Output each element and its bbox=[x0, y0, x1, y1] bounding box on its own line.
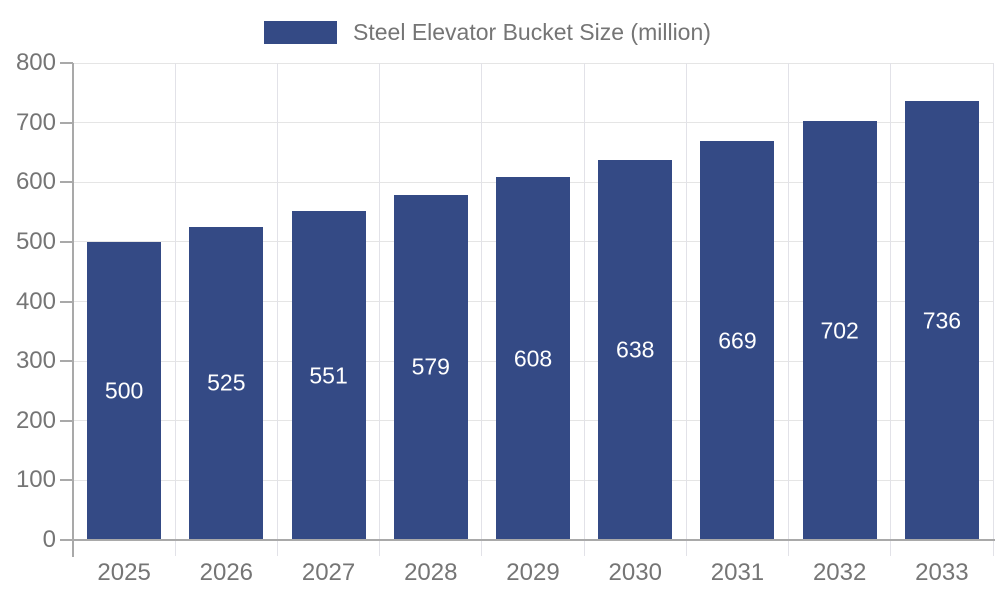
x-tick-mark bbox=[992, 540, 994, 556]
v-gridline bbox=[685, 63, 687, 540]
x-tick-mark bbox=[481, 540, 483, 556]
bar-value-label: 702 bbox=[820, 317, 859, 344]
x-tick-mark bbox=[685, 540, 687, 556]
x-tick-label: 2031 bbox=[710, 559, 765, 586]
bar-value-label: 500 bbox=[104, 377, 144, 404]
y-tick-label: 400 bbox=[15, 287, 56, 315]
x-tick-mark bbox=[583, 540, 585, 556]
y-tick-mark bbox=[60, 479, 73, 482]
y-tick-mark bbox=[60, 240, 73, 243]
x-tick-label: 2028 bbox=[404, 559, 458, 586]
v-gridline bbox=[788, 63, 790, 540]
y-tick-mark bbox=[60, 62, 73, 64]
x-tick-label: 2033 bbox=[915, 559, 969, 586]
v-gridline bbox=[276, 63, 278, 540]
x-tick-mark bbox=[788, 540, 790, 556]
bar-value-label: 551 bbox=[309, 362, 348, 389]
v-gridline bbox=[481, 63, 483, 540]
v-gridline bbox=[174, 63, 176, 540]
y-tick-label: 800 bbox=[15, 49, 56, 76]
y-tick-mark bbox=[60, 181, 73, 184]
legend-item[interactable]: Steel Elevator Bucket Size (million) bbox=[264, 19, 711, 46]
bar-2032[interactable] bbox=[802, 121, 877, 540]
bar-2026[interactable] bbox=[189, 226, 264, 540]
y-tick-mark bbox=[60, 121, 73, 124]
y-tick-label: 500 bbox=[15, 227, 56, 255]
y-tick-label: 100 bbox=[15, 466, 56, 494]
bar-2027[interactable] bbox=[291, 211, 366, 540]
bar-2025[interactable] bbox=[87, 241, 162, 540]
h-gridline bbox=[73, 122, 993, 124]
y-tick-label: 300 bbox=[15, 347, 56, 375]
h-gridline bbox=[73, 62, 993, 64]
x-tick-label: 2029 bbox=[506, 559, 560, 586]
legend-label: Steel Elevator Bucket Size (million) bbox=[353, 19, 711, 45]
x-axis-line bbox=[60, 539, 995, 541]
y-tick-label: 0 bbox=[42, 526, 56, 553]
bar-2029[interactable] bbox=[496, 177, 570, 540]
bar-value-label: 579 bbox=[411, 353, 450, 380]
bar-value-label: 525 bbox=[207, 369, 246, 396]
x-tick-mark bbox=[276, 540, 278, 556]
bar-value-label: 608 bbox=[513, 345, 553, 372]
x-tick-mark bbox=[174, 540, 176, 556]
bar-value-label: 736 bbox=[922, 307, 962, 334]
bar-2031[interactable] bbox=[700, 141, 775, 540]
y-tick-mark bbox=[60, 360, 73, 363]
v-gridline bbox=[379, 63, 381, 540]
bar-value-label: 638 bbox=[616, 336, 655, 363]
bar-value-label: 669 bbox=[718, 327, 757, 354]
x-tick-label: 2030 bbox=[608, 559, 662, 586]
y-tick-label: 200 bbox=[15, 406, 56, 434]
y-tick-mark bbox=[60, 300, 73, 303]
y-axis-line bbox=[72, 63, 74, 557]
y-tick-label: 700 bbox=[15, 108, 56, 136]
v-gridline bbox=[992, 63, 994, 540]
v-gridline bbox=[583, 63, 585, 540]
legend-swatch bbox=[264, 21, 337, 44]
x-tick-label: 2026 bbox=[199, 559, 254, 586]
bar-2033[interactable] bbox=[904, 101, 979, 540]
x-tick-label: 2027 bbox=[301, 559, 356, 586]
x-tick-label: 2032 bbox=[812, 559, 867, 586]
y-tick-label: 600 bbox=[15, 168, 56, 196]
x-tick-mark bbox=[890, 540, 892, 556]
bar-2030[interactable] bbox=[598, 159, 673, 540]
x-tick-label: 2025 bbox=[97, 559, 151, 586]
v-gridline bbox=[890, 63, 892, 540]
bar-2028[interactable] bbox=[393, 194, 468, 540]
x-tick-mark bbox=[379, 540, 381, 556]
y-tick-mark bbox=[60, 419, 73, 422]
